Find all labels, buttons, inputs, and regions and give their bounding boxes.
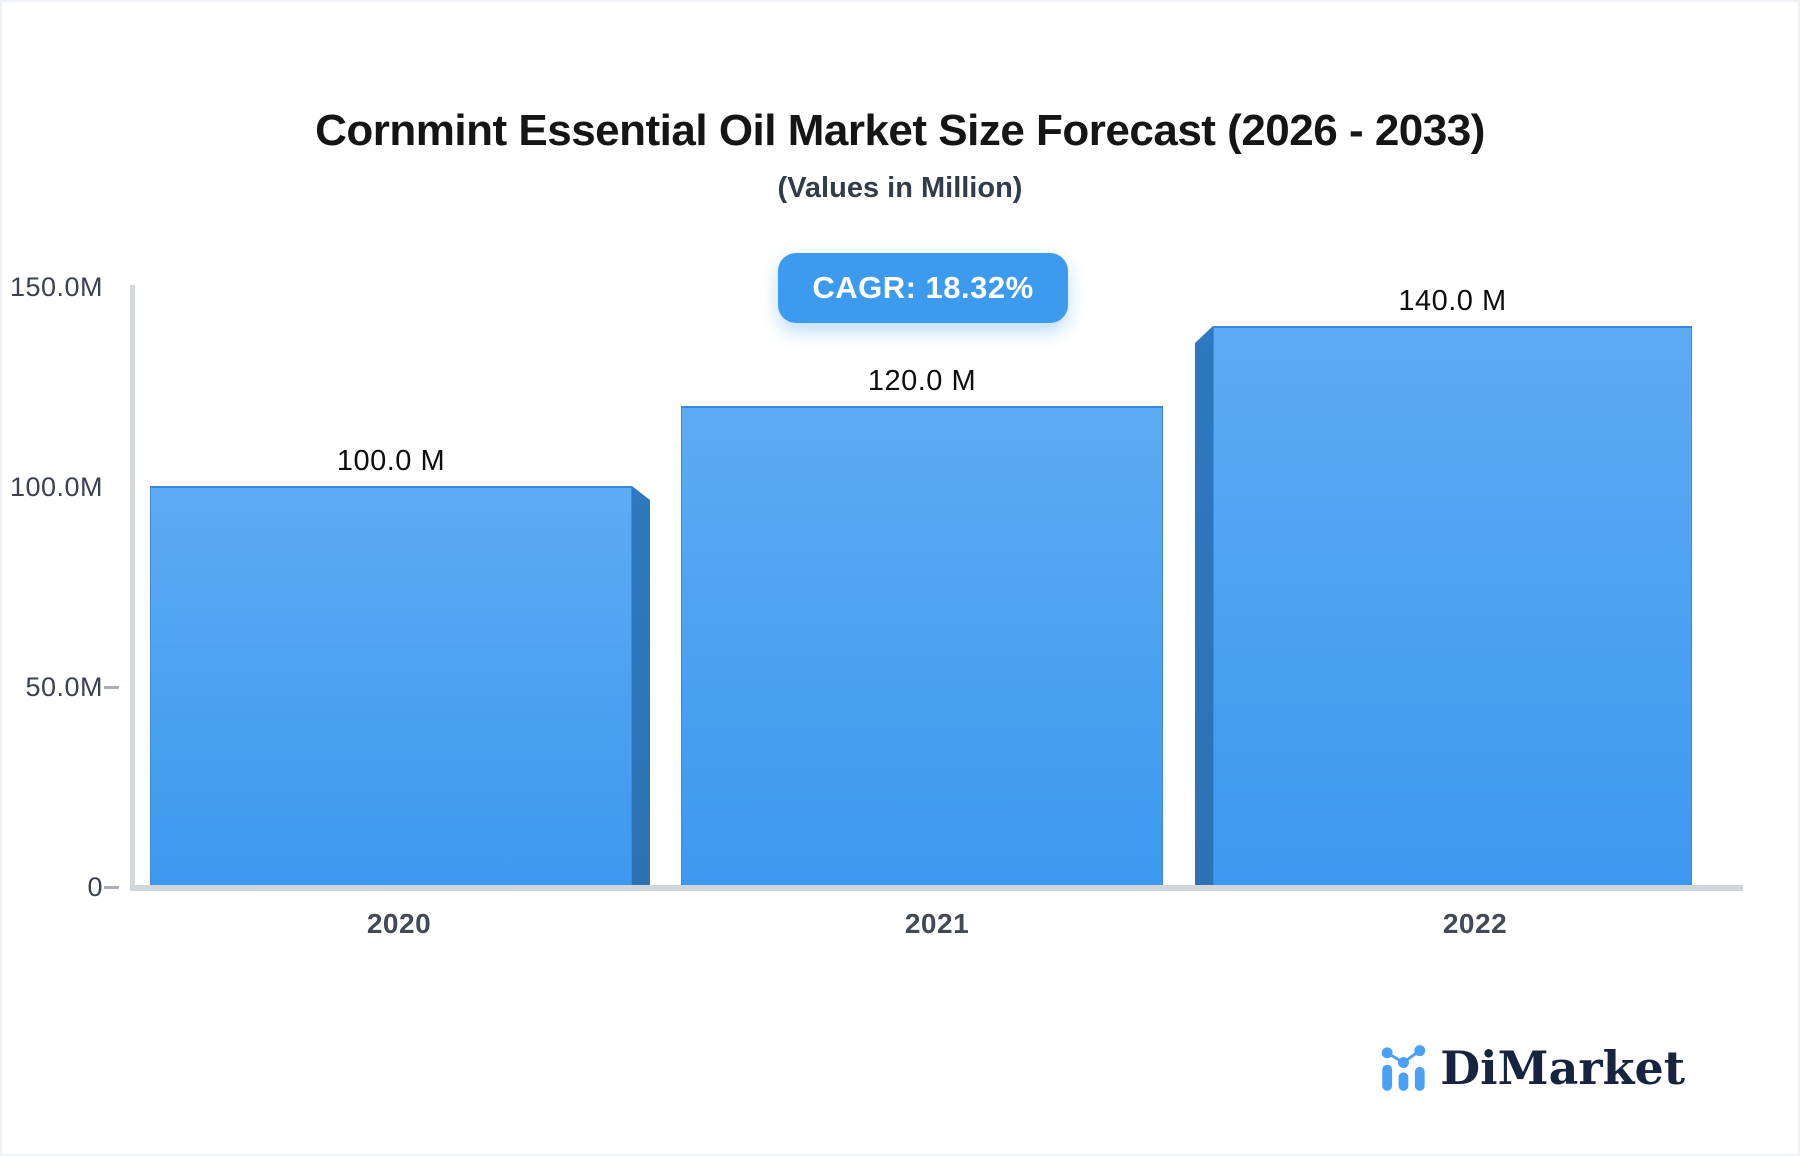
y-tick-label-150: 150.0M: [9, 272, 103, 302]
bar-2022-side-face: [1195, 326, 1213, 886]
bar-2021[interactable]: [681, 406, 1163, 886]
cagr-badge-label: CAGR: 18.32%: [812, 270, 1034, 305]
bar-2022[interactable]: [1213, 326, 1692, 886]
y-axis-line: [130, 285, 135, 891]
bar-2020-side-face: [632, 486, 650, 886]
chart-title: Cornmint Essential Oil Market Size Forec…: [315, 106, 1485, 155]
x-tick-label-2020: 2020: [366, 908, 432, 939]
y-tick-mark-0: [104, 886, 119, 889]
bar-line-chart-icon: [1381, 1045, 1426, 1091]
x-tick-label-2022: 2022: [1442, 908, 1508, 939]
y-tick-label-0: 0: [87, 872, 103, 902]
bar-2020[interactable]: [150, 486, 632, 886]
logo-text: DiMarket: [1440, 1041, 1685, 1095]
bar-value-label: 140.0 M: [1398, 285, 1507, 317]
x-tick-label-2021: 2021: [904, 908, 970, 939]
y-tick-mark-50: [104, 686, 119, 689]
x-axis-line: [130, 885, 1743, 891]
cagr-badge: CAGR: 18.32%: [778, 253, 1068, 323]
y-tick-label-100: 100.0M: [9, 472, 103, 502]
bar-value-label: 120.0 M: [867, 365, 977, 397]
dimarket-logo: DiMarket: [1380, 1040, 1685, 1096]
bar-value-label: 100.0 M: [336, 445, 446, 477]
chart-subtitle: (Values in Million): [777, 172, 1023, 204]
y-tick-label-50: 50.0M: [25, 672, 103, 702]
